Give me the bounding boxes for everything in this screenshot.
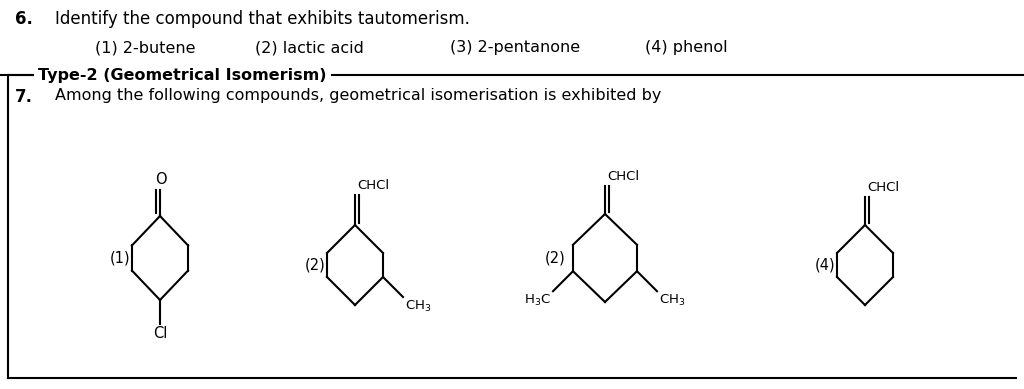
Text: (2): (2) — [545, 251, 565, 266]
Text: Among the following compounds, geometrical isomerisation is exhibited by: Among the following compounds, geometric… — [55, 88, 662, 103]
Text: CHCl: CHCl — [607, 170, 639, 183]
Text: (2) lactic acid: (2) lactic acid — [255, 40, 364, 55]
Text: CH$_3$: CH$_3$ — [659, 293, 685, 308]
Text: (3) 2-pentanone: (3) 2-pentanone — [450, 40, 581, 55]
Text: (4): (4) — [815, 258, 836, 273]
Text: CH$_3$: CH$_3$ — [406, 299, 431, 314]
Text: Cl: Cl — [153, 326, 167, 341]
Text: CHCl: CHCl — [357, 179, 389, 192]
Text: CHCl: CHCl — [867, 181, 899, 194]
Text: Identify the compound that exhibits tautomerism.: Identify the compound that exhibits taut… — [55, 10, 470, 28]
Text: Type-2 (Geometrical Isomerism): Type-2 (Geometrical Isomerism) — [38, 68, 327, 82]
Text: O: O — [156, 172, 167, 187]
Text: (1): (1) — [110, 251, 131, 266]
Text: 6.: 6. — [15, 10, 33, 28]
Text: (1) 2-butene: (1) 2-butene — [95, 40, 196, 55]
Text: (4) phenol: (4) phenol — [645, 40, 728, 55]
Text: H$_3$C: H$_3$C — [524, 293, 551, 308]
Text: (2): (2) — [305, 258, 326, 273]
Text: 7.: 7. — [15, 88, 33, 106]
